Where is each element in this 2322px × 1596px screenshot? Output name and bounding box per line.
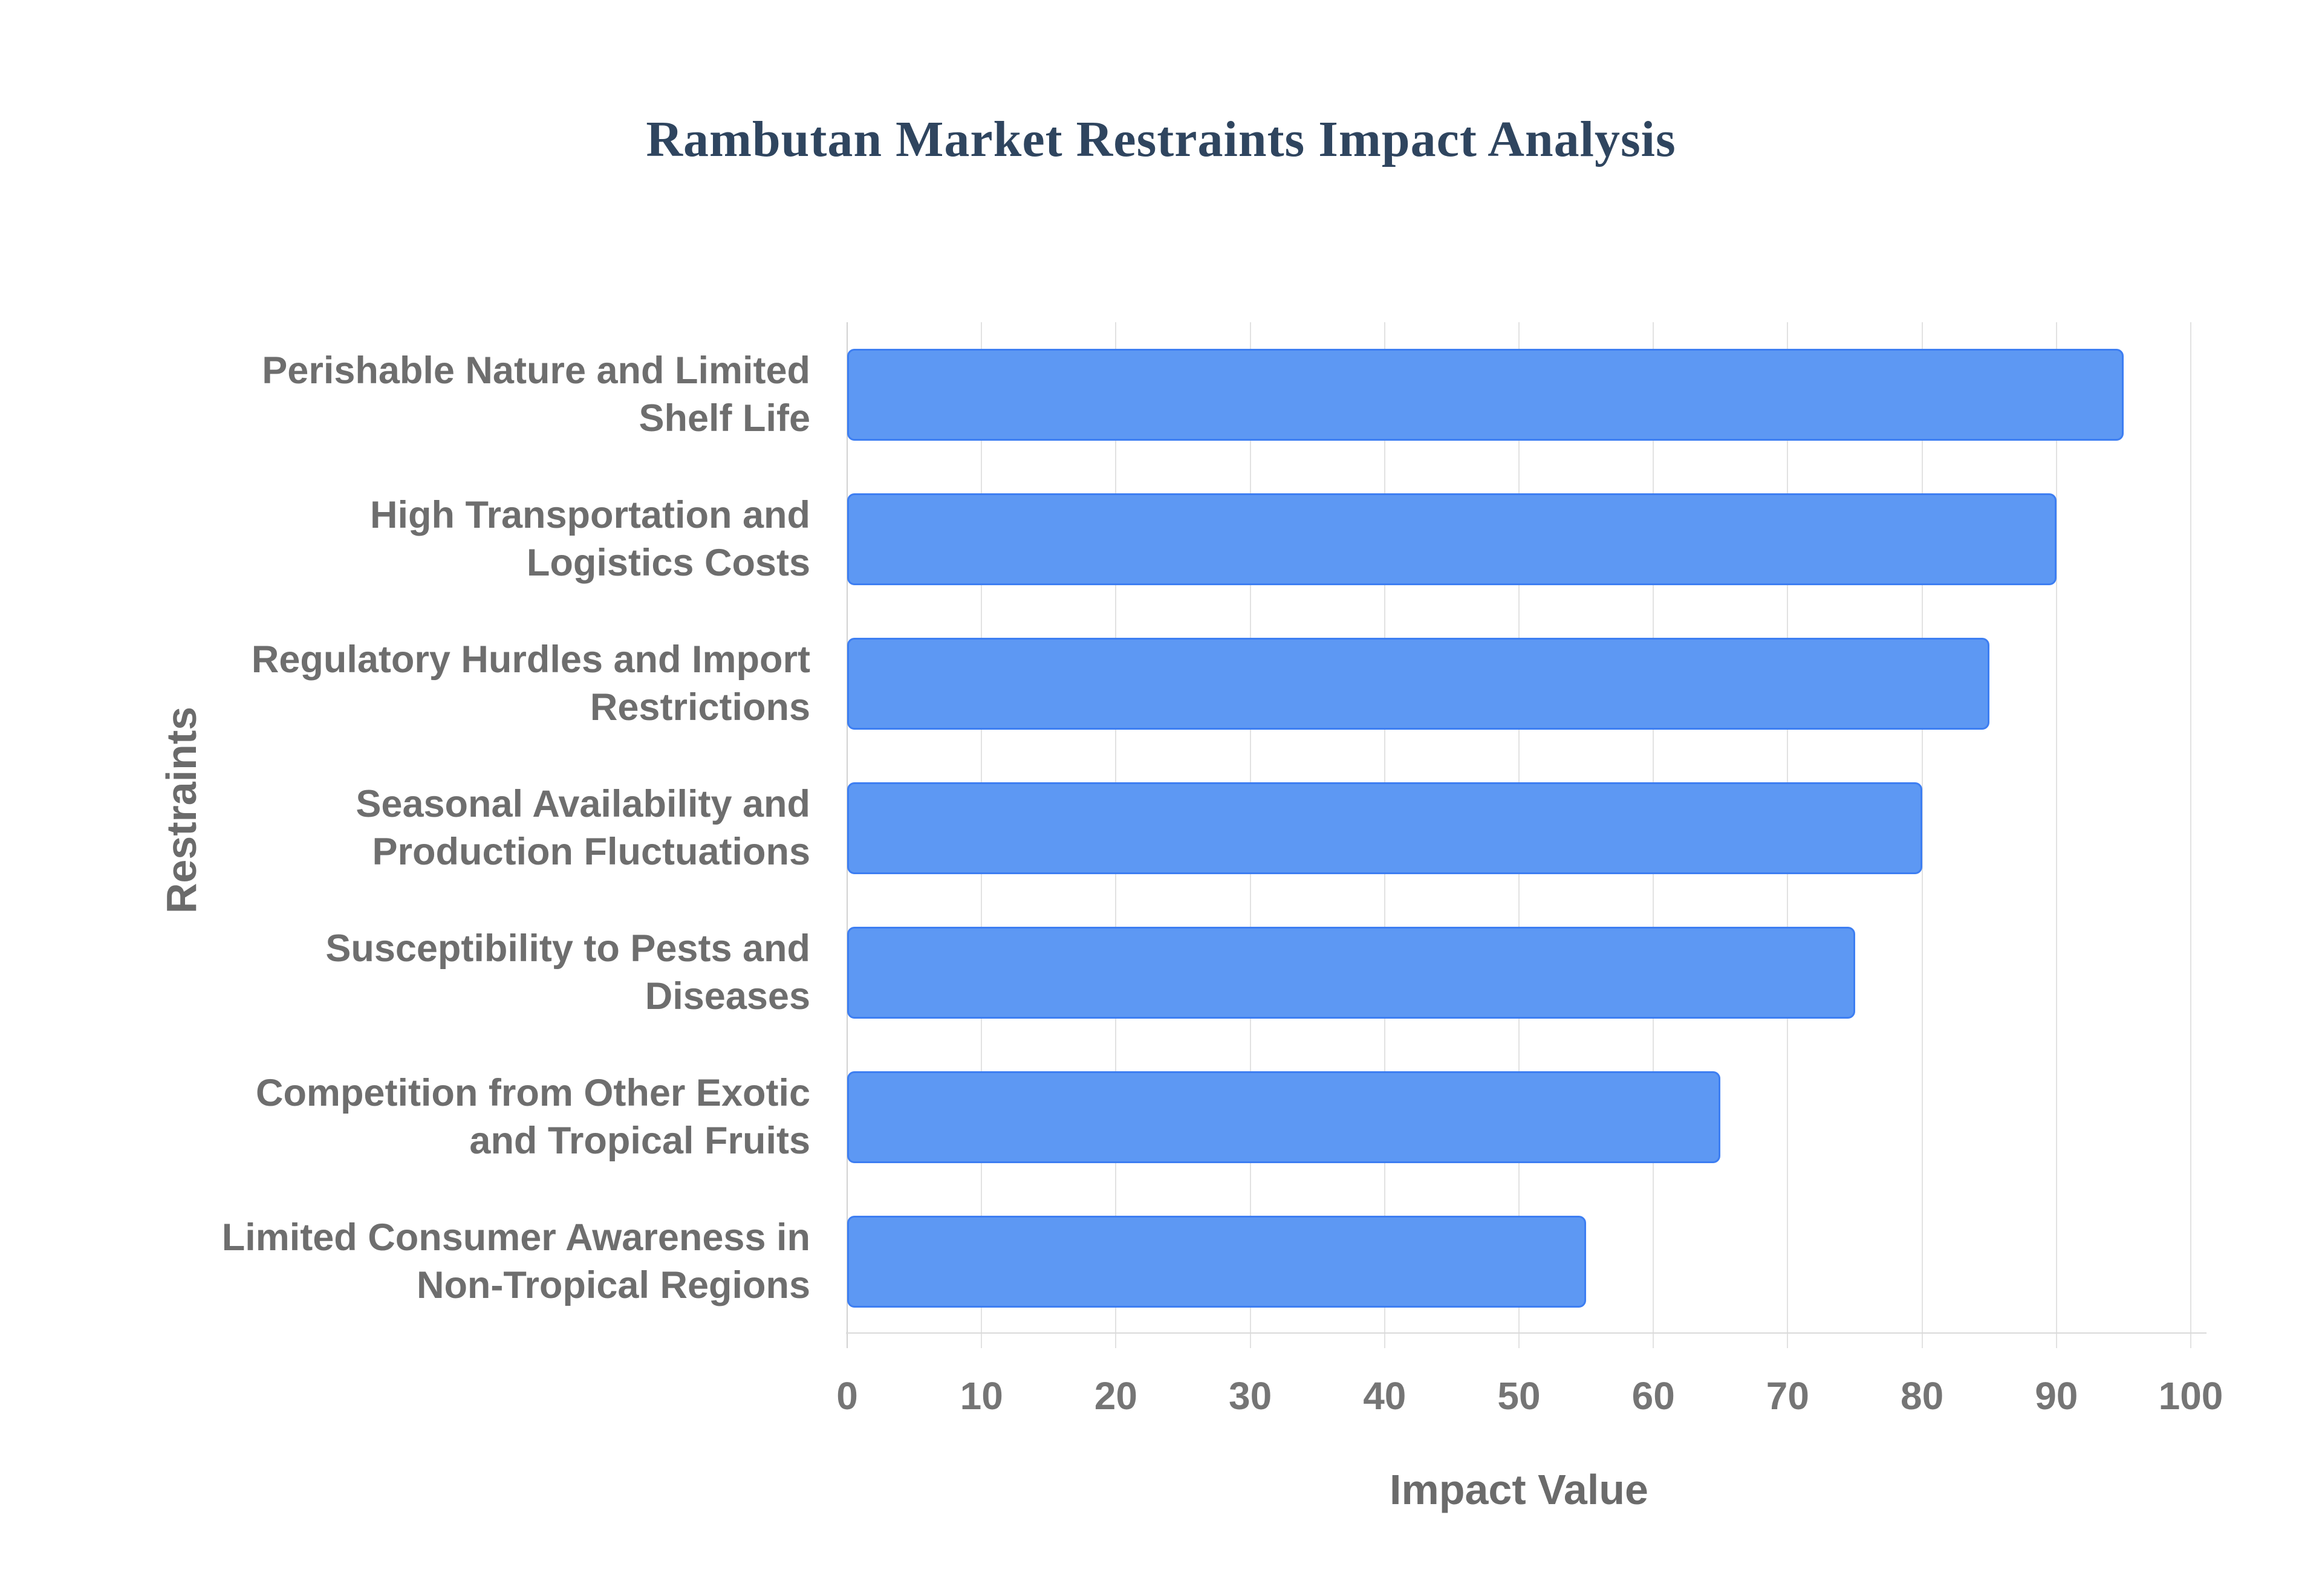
category-label-6: Competition from Other Exotic and Tropica… <box>0 1045 810 1189</box>
bar-2 <box>847 493 2057 585</box>
category-label-line: Susceptibility to Pests and <box>325 927 810 970</box>
bar-6 <box>847 1071 1721 1163</box>
x-tick-label-40: 40 <box>1363 1374 1407 1418</box>
category-label-3: Regulatory Hurdles and Import Restriction… <box>0 611 810 756</box>
category-label-line: Competition from Other Exotic <box>255 1072 810 1115</box>
category-label-line: Diseases <box>645 975 810 1017</box>
gridline-80 <box>1921 322 1923 1348</box>
x-tick-label-80: 80 <box>1901 1374 1944 1418</box>
bar-1 <box>847 348 2124 441</box>
x-tick-label-60: 60 <box>1631 1374 1675 1418</box>
category-label-line: and Tropical Fruits <box>469 1119 810 1162</box>
gridline-100 <box>2190 322 2191 1348</box>
category-label-line: Seasonal Availability and <box>356 783 810 826</box>
bar-5 <box>847 926 1855 1019</box>
category-label-line: Logistics Costs <box>526 541 810 584</box>
bar-4 <box>847 782 1922 874</box>
gridline-90 <box>2055 322 2057 1348</box>
category-label-2: High Transportation and Logistics Costs <box>0 467 810 611</box>
x-tick-label-90: 90 <box>2035 1374 2078 1418</box>
category-label-7: Limited Consumer Awareness in Non-Tropica… <box>0 1189 810 1334</box>
category-label-line: Shelf Life <box>639 397 810 440</box>
category-label-line: Production Fluctuations <box>372 830 810 873</box>
category-label-1: Perishable Nature and Limited Shelf Life <box>0 322 810 467</box>
x-tick-label-10: 10 <box>960 1374 1003 1418</box>
x-tick-label-0: 0 <box>836 1374 858 1418</box>
category-label-line: Limited Consumer Awareness in <box>221 1216 810 1259</box>
category-label-line: Non-Tropical Regions <box>416 1264 810 1306</box>
category-label-line: Restrictions <box>590 686 810 728</box>
category-label-line: Perishable Nature and Limited <box>262 349 810 392</box>
x-tick-label-70: 70 <box>1766 1374 1809 1418</box>
x-tick-label-20: 20 <box>1094 1374 1137 1418</box>
y-axis-title: Restraints <box>158 706 205 914</box>
bar-3 <box>847 637 1989 730</box>
x-tick-label-50: 50 <box>1497 1374 1541 1418</box>
x-axis-baseline <box>846 1332 2207 1334</box>
category-label-4: Seasonal Availability and Production Fluc… <box>0 756 810 900</box>
chart-title: Rambutan Market Restraints Impact Analys… <box>646 111 1676 167</box>
x-axis-title: Impact Value <box>1390 1466 1648 1513</box>
category-label-line: High Transportation and <box>369 494 810 537</box>
bar-7 <box>847 1215 1587 1308</box>
x-tick-label-100: 100 <box>2158 1374 2223 1418</box>
x-tick-label-30: 30 <box>1229 1374 1272 1418</box>
plot-area <box>846 322 2207 1348</box>
category-label-5: Susceptibility to Pests and Diseases <box>0 900 810 1045</box>
category-label-line: Regulatory Hurdles and Import <box>251 638 810 681</box>
